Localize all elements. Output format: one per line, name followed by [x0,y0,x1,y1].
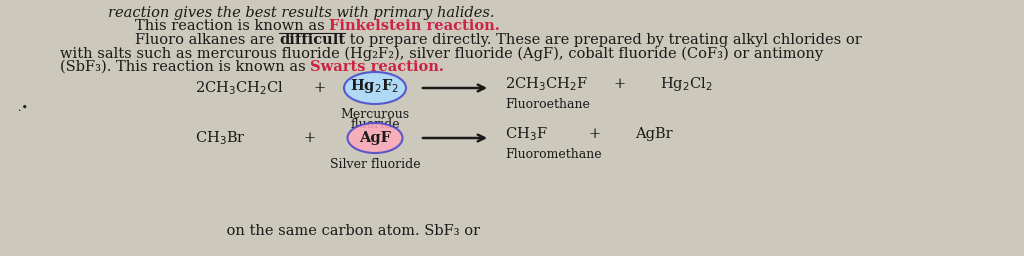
Text: Fluoro alkanes are: Fluoro alkanes are [135,33,279,47]
Text: +: + [589,127,601,141]
Text: fluoride: fluoride [350,118,399,131]
Text: 2CH$_3$CH$_2$Cl: 2CH$_3$CH$_2$Cl [195,79,284,97]
Text: Finkelstein reaction.: Finkelstein reaction. [330,19,500,33]
Text: Mercurous: Mercurous [340,108,410,121]
Text: 2CH$_3$CH$_2$F: 2CH$_3$CH$_2$F [505,75,588,93]
Text: AgF: AgF [359,131,391,145]
Text: CH$_3$Br: CH$_3$Br [195,129,246,147]
Text: reaction gives the best results with primary halides.: reaction gives the best results with pri… [108,6,495,20]
Text: to prepare directly. These are prepared by treating alkyl chlorides or: to prepare directly. These are prepared … [345,33,862,47]
Ellipse shape [347,123,402,153]
Text: on the same carbon atom. SbF₃ or: on the same carbon atom. SbF₃ or [60,224,480,238]
Text: Silver fluoride: Silver fluoride [330,158,420,171]
Text: with salts such as mercurous fluoride (Hg₂F₂), silver fluoride (AgF), cobalt flu: with salts such as mercurous fluoride (H… [60,47,823,61]
Text: .•: .• [18,103,28,113]
Text: difficult: difficult [279,33,345,47]
Text: Hg$_2$F$_2$: Hg$_2$F$_2$ [350,77,399,95]
Text: Swarts reaction.: Swarts reaction. [310,60,444,74]
Text: CH$_3$F: CH$_3$F [505,125,548,143]
Text: +: + [614,77,626,91]
Text: AgBr: AgBr [635,127,673,141]
Ellipse shape [344,72,406,104]
Text: +: + [304,131,316,145]
Text: Fluoroethane: Fluoroethane [505,98,590,111]
Text: Fluoromethane: Fluoromethane [505,148,602,161]
Text: Hg$_2$Cl$_2$: Hg$_2$Cl$_2$ [660,75,713,93]
Text: (SbF₃). This reaction is known as: (SbF₃). This reaction is known as [60,60,310,74]
Text: +: + [314,81,326,95]
Text: This reaction is known as: This reaction is known as [135,19,330,33]
